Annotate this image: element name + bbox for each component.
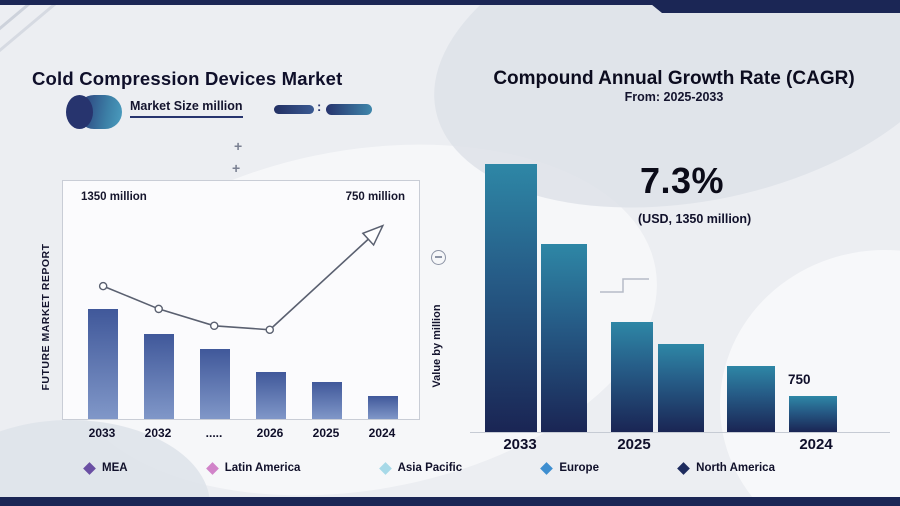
minus-circle-icon [431, 250, 446, 265]
annotation-750-million: 750 million [345, 191, 405, 203]
cagr-x-label-2025: 2025 [617, 436, 651, 453]
legend-item-asia-pacific: Asia Pacific [378, 461, 463, 475]
market-x-label: 2026 [256, 426, 284, 440]
left-y-axis-label: FUTURE MARKET REPORT [40, 243, 52, 391]
corner-line-decoration [0, 0, 61, 57]
left-chart-title: Cold Compression Devices Market [32, 68, 343, 90]
cylinder-icon [66, 95, 122, 129]
diamond-icon [677, 461, 691, 475]
cagr-value: 7.3% [640, 160, 725, 201]
legend-item-north-america: North America [677, 461, 775, 475]
market-size-legend-label: Market Size million [130, 99, 243, 118]
annotation-1350-million: 1350 million [81, 191, 147, 203]
market-x-label: 2025 [312, 426, 340, 440]
cagr-bar-4 [658, 344, 704, 432]
cagr-bar-3 [611, 322, 653, 432]
legend-item-europe: Europe [540, 461, 599, 475]
market-bars [63, 181, 419, 419]
diamond-icon [83, 461, 96, 475]
market-bar-2025 [312, 382, 342, 419]
right-y-axis-label: Value by million [431, 304, 443, 388]
market-bar-2032 [144, 334, 174, 419]
plus-decoration: + [232, 160, 241, 176]
cagr-period-subtitle: From: 2025-2033 [624, 90, 724, 104]
cagr-bar-2 [541, 244, 587, 432]
market-x-label: 2033 [88, 426, 116, 440]
cagr-chart: 2033 2025 2024 [470, 160, 890, 453]
legend-label: MEA [102, 462, 128, 474]
diamond-icon [540, 461, 554, 475]
market-bar-2024 [368, 396, 398, 419]
market-x-labels: 2033 2032..... 2026 2025 2024 [62, 426, 420, 442]
cylinder-cap [66, 95, 93, 129]
market-x-label: ..... [205, 426, 223, 440]
ratio-pill-gradient [326, 104, 372, 115]
market-size-chart: 1350 million 750 million [62, 180, 420, 420]
plus-decoration: + [234, 138, 243, 154]
market-x-label: 2032 [144, 426, 172, 440]
market-bar-2026 [256, 372, 286, 419]
minus-line [434, 256, 442, 258]
cagr-bars: 2033 2025 2024 [470, 160, 890, 453]
ratio-pill-dark [274, 105, 314, 114]
market-bar-..... [200, 349, 230, 419]
cagr-note: (USD, 1350 million) [638, 212, 752, 226]
market-bar-2033 [88, 309, 118, 419]
ratio-separator: : [317, 99, 322, 114]
step-line-decoration [600, 278, 649, 293]
top-right-accent-bar [646, 0, 900, 13]
cagr-x-label-2033: 2033 [503, 436, 537, 453]
legend-label: Asia Pacific [397, 462, 463, 474]
region-legend: MEA Latin America Asia Pacific Europe North … [83, 461, 775, 475]
legend-item-latin-america: Latin America [205, 461, 301, 475]
cagr-bar-5 [727, 366, 775, 432]
bottom-border-bar [0, 497, 900, 506]
top-border-bar [0, 0, 900, 5]
legend-item-mea: MEA [83, 461, 128, 475]
legend-label: Europe [559, 462, 599, 474]
cagr-bar-1 [485, 164, 537, 432]
diamond-icon [205, 461, 219, 475]
cagr-x-label-2024: 2024 [799, 436, 833, 453]
diamond-icon [378, 461, 392, 475]
legend-label: Latin America [224, 462, 301, 474]
right-chart-title: Compound Annual Growth Rate (CAGR) [493, 67, 855, 89]
value-label-750: 750 [788, 372, 811, 387]
trend-line-arrow-icon [98, 224, 385, 335]
legend-label: North America [696, 462, 775, 474]
market-x-label: 2024 [368, 426, 396, 440]
x-axis-baseline [470, 432, 890, 433]
cagr-bar-6 [789, 396, 837, 432]
